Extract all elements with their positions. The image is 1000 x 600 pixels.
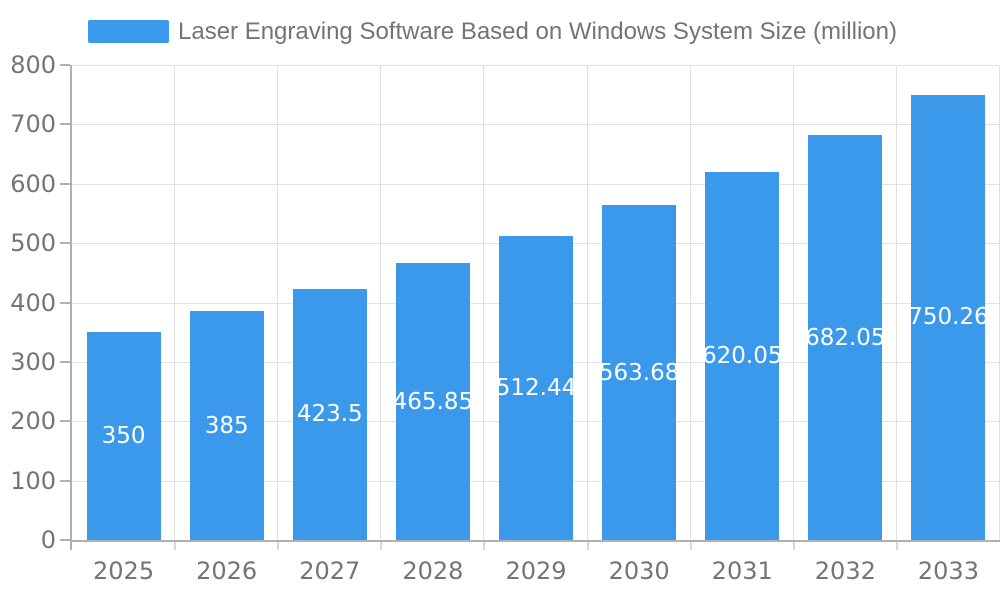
legend-swatch bbox=[88, 20, 169, 43]
x-axis-tick bbox=[483, 542, 486, 550]
x-axis-label: 2031 bbox=[711, 557, 773, 585]
bar[interactable]: 563.68 bbox=[598, 205, 680, 540]
y-axis-tick bbox=[60, 301, 70, 304]
x-axis-tick bbox=[895, 542, 898, 550]
y-axis-label: 400 bbox=[10, 288, 56, 317]
bar-value-label: 512.44 bbox=[495, 374, 577, 401]
y-axis-label: 600 bbox=[10, 169, 56, 198]
bar[interactable]: 423.5 bbox=[292, 288, 367, 540]
x-axis-tick bbox=[689, 542, 692, 550]
gridline-vertical bbox=[689, 65, 691, 540]
bar-value-label: 682.05 bbox=[805, 324, 886, 351]
bar-value-label: 350 bbox=[101, 423, 146, 450]
bar[interactable]: 620.05 bbox=[701, 171, 783, 540]
gridline-vertical bbox=[895, 65, 897, 540]
x-axis-tick bbox=[174, 542, 177, 550]
x-axis-tick bbox=[277, 542, 280, 550]
gridline-horizontal bbox=[72, 65, 1000, 66]
y-axis-tick bbox=[60, 539, 70, 541]
y-axis-tick bbox=[60, 479, 70, 482]
bar[interactable]: 750.26 bbox=[908, 94, 989, 540]
bar-value-label: 385 bbox=[204, 412, 249, 439]
gridline-vertical bbox=[277, 65, 279, 540]
x-axis-label: 2026 bbox=[196, 557, 258, 585]
y-axis-label: 500 bbox=[10, 229, 56, 258]
x-axis-label: 2027 bbox=[299, 557, 361, 585]
chart-title: Laser Engraving Software Based on Window… bbox=[178, 18, 897, 45]
bar[interactable]: 385 bbox=[189, 311, 264, 540]
x-axis-label: 2032 bbox=[814, 557, 876, 585]
gridline-vertical bbox=[483, 65, 485, 540]
gridline-vertical bbox=[792, 65, 794, 540]
y-axis-tick bbox=[60, 123, 70, 126]
y-axis-tick bbox=[60, 64, 70, 66]
y-axis-tick bbox=[60, 242, 70, 245]
x-axis-label: 2029 bbox=[505, 557, 567, 585]
x-axis-tick bbox=[586, 542, 589, 550]
bar[interactable]: 465.85 bbox=[392, 263, 474, 540]
gridline-vertical bbox=[174, 65, 176, 540]
x-axis-label: 2025 bbox=[93, 557, 155, 585]
y-axis-label: 300 bbox=[10, 347, 56, 376]
bar-value-label: 563.68 bbox=[598, 359, 680, 386]
plot-area: 350 385 423.5 465.85 512.44 563.68 620.05 682.0… bbox=[72, 65, 1000, 540]
y-axis-label: 0 bbox=[40, 526, 56, 554]
bar-value-label: 620.05 bbox=[701, 342, 783, 369]
y-axis-label: 700 bbox=[10, 110, 56, 139]
bar-value-label: 423.5 bbox=[296, 401, 363, 428]
y-axis-label: 100 bbox=[10, 466, 56, 495]
bar-value-label: 750.26 bbox=[908, 304, 989, 331]
bar[interactable]: 682.05 bbox=[805, 135, 886, 540]
bar-value-label: 465.85 bbox=[392, 388, 474, 415]
y-axis-tick bbox=[60, 420, 70, 423]
y-axis-line bbox=[70, 65, 72, 542]
x-axis-line bbox=[70, 540, 1000, 542]
bar[interactable]: 350 bbox=[86, 332, 161, 540]
gridline-horizontal bbox=[72, 124, 1000, 126]
gridline-horizontal bbox=[72, 183, 1000, 185]
legend[interactable]: Laser Engraving Software Based on Window… bbox=[88, 17, 897, 46]
y-axis-tick bbox=[60, 360, 70, 363]
x-axis-tick bbox=[380, 542, 383, 550]
gridline-vertical bbox=[586, 65, 588, 540]
bar[interactable]: 512.44 bbox=[495, 235, 577, 540]
x-axis-label: 2030 bbox=[608, 557, 670, 585]
x-axis-origin-tick bbox=[70, 540, 72, 550]
y-axis-label: 800 bbox=[10, 51, 56, 79]
x-axis-label: 2028 bbox=[402, 557, 464, 585]
y-axis-label: 200 bbox=[10, 407, 56, 436]
gridline-vertical bbox=[380, 65, 382, 540]
x-axis-tick bbox=[792, 542, 795, 550]
x-axis-label: 2033 bbox=[917, 557, 979, 585]
y-axis-tick bbox=[60, 182, 70, 185]
